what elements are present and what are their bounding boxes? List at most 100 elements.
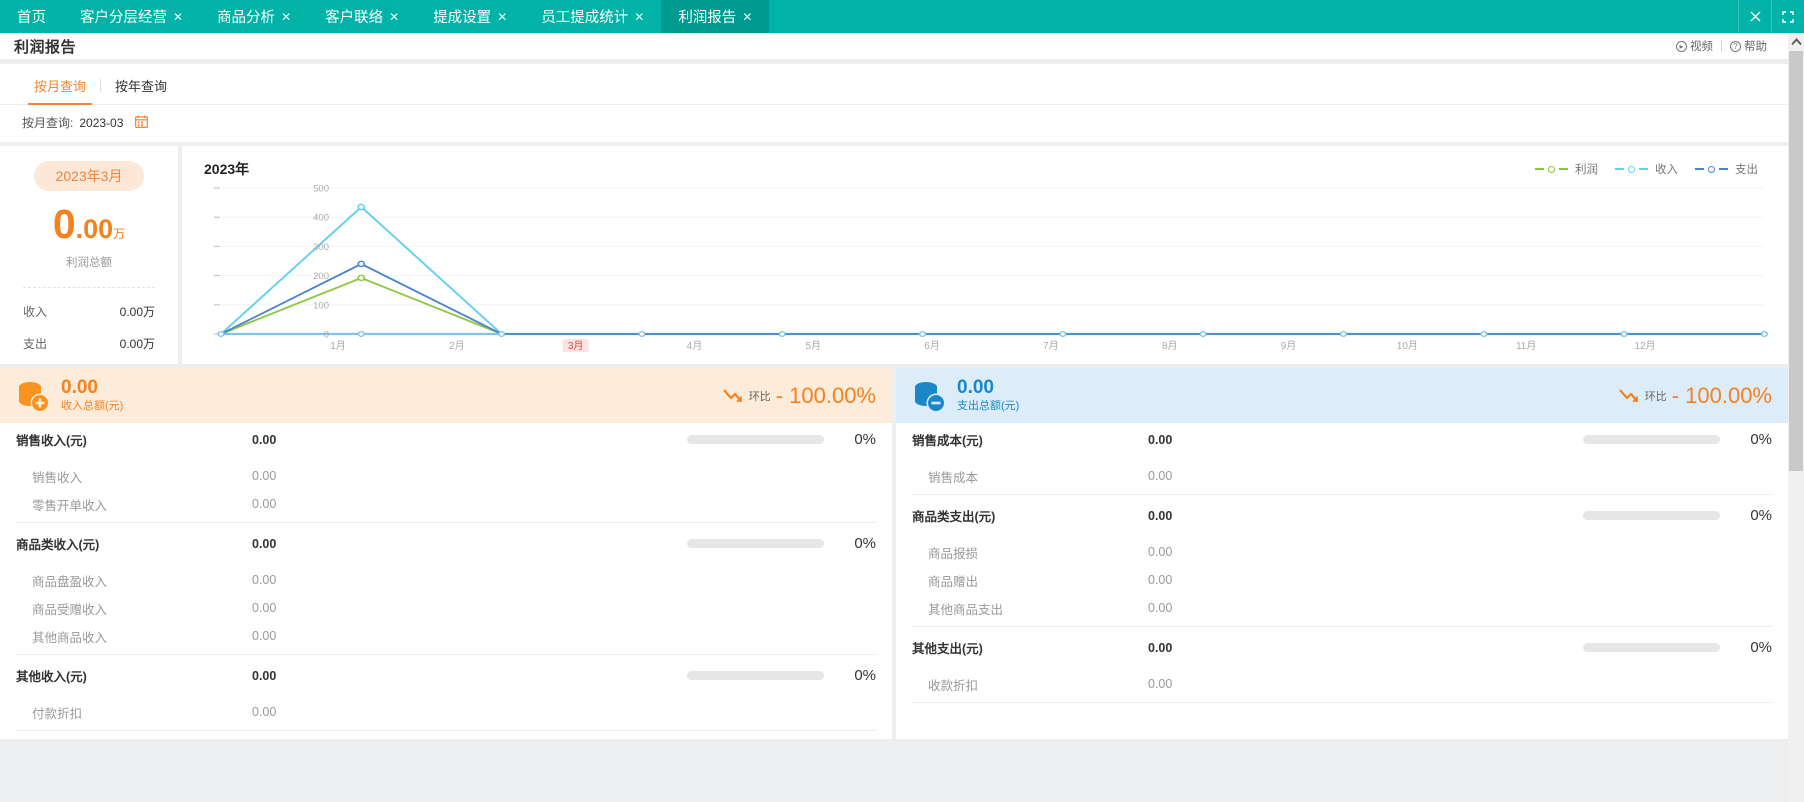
row-label: 其他商品支出 — [928, 602, 1004, 617]
chart-data-point[interactable] — [357, 260, 366, 268]
table-row: 商品赠出 0.00 — [912, 566, 1772, 594]
chart-data-point[interactable] — [1480, 330, 1488, 338]
row-percent: 0% — [1750, 507, 1772, 525]
chart-data-point[interactable] — [1339, 330, 1348, 338]
table-row: 销售成本(元) 0.00 0% — [912, 423, 1772, 456]
legend-item[interactable]: 支出 — [1695, 161, 1758, 177]
tab-label: 员工提成统计 — [541, 10, 629, 26]
chart-data-point[interactable] — [1620, 330, 1628, 338]
tab-2[interactable]: 商品分析 ✕ — [200, 0, 308, 33]
row-progress-bar — [687, 671, 824, 681]
tab-4[interactable]: 提成设置 ✕ — [416, 0, 524, 33]
question-circle-icon: ? — [1730, 40, 1741, 52]
chart-data-point[interactable] — [1199, 330, 1207, 338]
summary-row-label: 支出 — [23, 337, 48, 351]
tab-3[interactable]: 客户联络 ✕ — [308, 0, 416, 33]
tab-label: 客户分层经营 — [80, 10, 167, 26]
row-divider — [912, 626, 1772, 628]
expense-rows: 销售成本(元) 0.00 0% 销售成本 0.00 商品类支出(元) 0.00 0% 商品报损 0… — [896, 423, 1788, 704]
chart-data-point[interactable] — [1059, 330, 1067, 338]
chart-data-point[interactable] — [497, 330, 506, 338]
subtab-1[interactable]: 按年查询 — [115, 79, 168, 94]
period-badge: 2023年3月 — [33, 161, 145, 191]
expense-total-label: 支出总额(元) — [957, 399, 1020, 412]
scrollbar-thumb[interactable] — [1789, 51, 1803, 471]
tab-label: 商品分析 — [217, 10, 276, 26]
chart-series-支出 — [220, 262, 1765, 335]
chart-data-point[interactable] — [357, 330, 365, 338]
income-compare-label: 环比 — [748, 390, 771, 403]
chart-xtick-label: 8月 — [1162, 340, 1178, 352]
row-value: 0.00 — [1148, 432, 1173, 447]
help-link[interactable]: ? 帮助 — [1723, 38, 1774, 54]
tab-0[interactable]: 首页 — [0, 0, 63, 33]
income-compare-value: - 100.00% — [775, 382, 876, 408]
tab-close-icon[interactable]: ✕ — [389, 9, 400, 24]
chart-data-point[interactable] — [1760, 330, 1768, 338]
chart-data-point[interactable] — [357, 203, 366, 211]
table-row: 销售收入(元) 0.00 0% — [16, 423, 876, 456]
chart-ytick-label: 0 — [324, 330, 329, 341]
row-divider — [912, 702, 1772, 704]
row-percent: 0% — [1750, 639, 1772, 657]
table-row: 其他收入(元) 0.00 0% — [16, 659, 876, 692]
table-row: 商品类支出(元) 0.00 0% — [912, 499, 1772, 532]
month-input[interactable]: 2023-03 — [79, 115, 124, 130]
row-divider — [16, 522, 876, 524]
header-actions: ▸ 视频 | ? 帮助 — [1669, 38, 1774, 54]
yearly-trend-chart: 2023年 利润 收入 支出 0 100 200 300 400 500 1月 2月 3月 4月 5月 6… — [182, 146, 1788, 364]
tab-close-icon[interactable]: ✕ — [173, 9, 184, 24]
chart-xtick-label: 9月 — [1281, 340, 1297, 352]
scroll-up-button[interactable] — [1788, 33, 1804, 50]
row-label: 销售收入(元) — [16, 434, 87, 449]
chart-data-point[interactable] — [638, 330, 646, 338]
close-all-tabs-button[interactable] — [1738, 0, 1771, 33]
overview-row: 2023年3月 0.00万 利润总额 收入 0.00万 支出 0.00万 2023年 … — [0, 146, 1788, 364]
expense-total-block: 0.00 支出总额(元) — [957, 377, 1020, 413]
page-scrollbar[interactable] — [1788, 33, 1804, 802]
row-label: 收款折扣 — [928, 678, 979, 693]
row-progress-bar — [687, 435, 824, 445]
row-progress-bar — [1583, 511, 1720, 521]
chart-data-point[interactable] — [217, 330, 225, 338]
tab-label: 利润报告 — [678, 10, 737, 26]
video-link[interactable]: ▸ 视频 — [1669, 38, 1720, 54]
subtab-0[interactable]: 按月查询 — [22, 76, 98, 105]
legend-line — [1639, 168, 1648, 170]
row-label: 其他商品收入 — [32, 630, 108, 645]
legend-line — [1559, 168, 1568, 170]
chart-plot-area: 0 100 200 300 400 500 1月 2月 3月 4月 5月 6月 7月 8月 9月 10月 11月… — [182, 182, 1788, 364]
legend-line — [1695, 168, 1704, 170]
profit-decimal: .00 — [75, 214, 114, 244]
tab-5[interactable]: 员工提成统计 ✕ — [524, 0, 661, 33]
row-progress-bar — [1583, 435, 1720, 445]
row-value: 0.00 — [252, 629, 277, 644]
coins-plus-icon — [16, 379, 50, 413]
calendar-icon[interactable] — [135, 115, 149, 131]
row-value: 0.00 — [1148, 469, 1173, 484]
tab-close-icon[interactable]: ✕ — [634, 9, 645, 24]
row-label: 其他收入(元) — [16, 670, 87, 685]
page-header: 利润报告 ▸ 视频 | ? 帮助 — [0, 33, 1788, 60]
row-value: 0.00 — [1148, 545, 1173, 560]
tab-close-icon[interactable]: ✕ — [497, 9, 508, 24]
table-row: 零售开单收入 0.00 — [16, 490, 876, 518]
fullscreen-button[interactable] — [1771, 0, 1804, 33]
tab-close-icon[interactable]: ✕ — [742, 9, 753, 24]
profit-total-value: 0.00万 — [53, 204, 125, 245]
tab-6[interactable]: 利润报告 ✕ — [661, 0, 770, 33]
legend-item[interactable]: 利润 — [1535, 161, 1598, 177]
detail-panels-row: 0.00 收入总额(元) 环比 - 100.00% 销售收入(元) 0.00 0% 销… — [0, 368, 1788, 740]
row-label: 销售收入 — [32, 470, 83, 485]
chart-data-point[interactable] — [357, 274, 366, 282]
filter-field-label: 按月查询: — [22, 116, 74, 130]
chart-data-point[interactable] — [918, 330, 927, 338]
chart-data-point[interactable] — [778, 330, 786, 338]
table-row: 销售收入 0.00 — [16, 462, 876, 490]
legend-item[interactable]: 收入 — [1615, 161, 1678, 177]
chart-xtick-highlight — [562, 339, 589, 352]
tab-close-icon[interactable]: ✕ — [281, 9, 292, 24]
help-label: 帮助 — [1744, 41, 1767, 53]
subtab-divider — [100, 79, 102, 92]
tab-1[interactable]: 客户分层经营 ✕ — [63, 0, 200, 33]
